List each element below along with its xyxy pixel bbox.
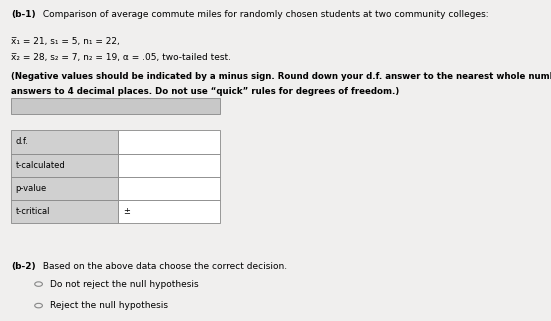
Text: x̅₂ = 28, s₂ = 7, n₂ = 19, α = .05, two-tailed test.: x̅₂ = 28, s₂ = 7, n₂ = 19, α = .05, two-… <box>11 53 231 62</box>
Text: t-critical: t-critical <box>15 207 50 216</box>
FancyBboxPatch shape <box>11 177 118 200</box>
Text: ±: ± <box>123 207 129 216</box>
Text: Comparison of average commute miles for randomly chosen students at two communit: Comparison of average commute miles for … <box>40 10 488 19</box>
Text: d.f.: d.f. <box>15 137 29 146</box>
Text: (Negative values should be indicated by a minus sign. Round down your d.f. answe: (Negative values should be indicated by … <box>11 72 551 81</box>
FancyBboxPatch shape <box>11 98 220 114</box>
Text: Do not reject the null hypothesis: Do not reject the null hypothesis <box>50 280 198 289</box>
Text: x̅₁ = 21, s₁ = 5, n₁ = 22,: x̅₁ = 21, s₁ = 5, n₁ = 22, <box>11 37 120 46</box>
FancyBboxPatch shape <box>11 200 118 223</box>
Text: t-calculated: t-calculated <box>15 160 65 169</box>
Text: Based on the above data choose the correct decision.: Based on the above data choose the corre… <box>40 262 287 271</box>
Text: p-value: p-value <box>15 184 47 193</box>
Text: (b-2): (b-2) <box>11 262 36 271</box>
Text: answers to 4 decimal places. Do not use “quick” rules for degrees of freedom.): answers to 4 decimal places. Do not use … <box>11 87 399 96</box>
FancyBboxPatch shape <box>118 153 220 177</box>
FancyBboxPatch shape <box>118 177 220 200</box>
Text: (b-1): (b-1) <box>11 10 36 19</box>
FancyBboxPatch shape <box>118 200 220 223</box>
Text: Reject the null hypothesis: Reject the null hypothesis <box>50 301 168 310</box>
FancyBboxPatch shape <box>118 130 220 153</box>
FancyBboxPatch shape <box>11 130 118 153</box>
FancyBboxPatch shape <box>11 153 118 177</box>
